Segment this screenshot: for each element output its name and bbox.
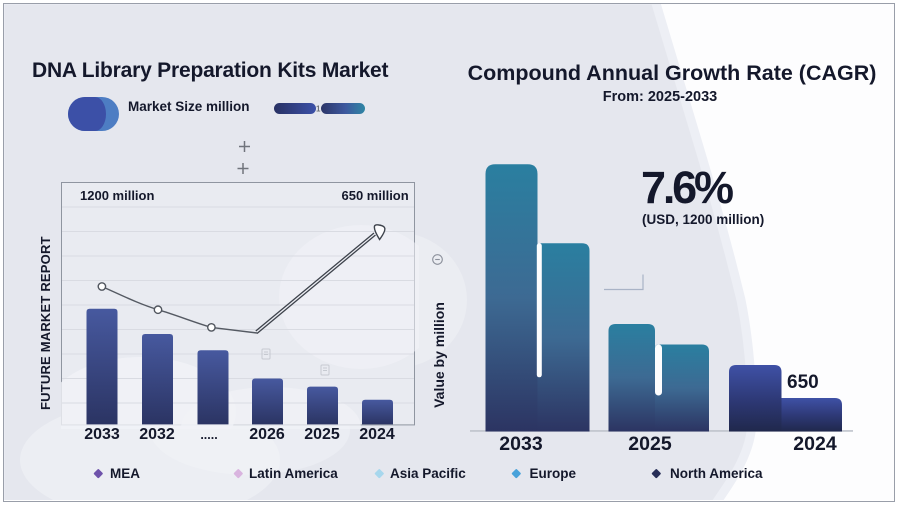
- svg-text:1: 1: [316, 105, 321, 114]
